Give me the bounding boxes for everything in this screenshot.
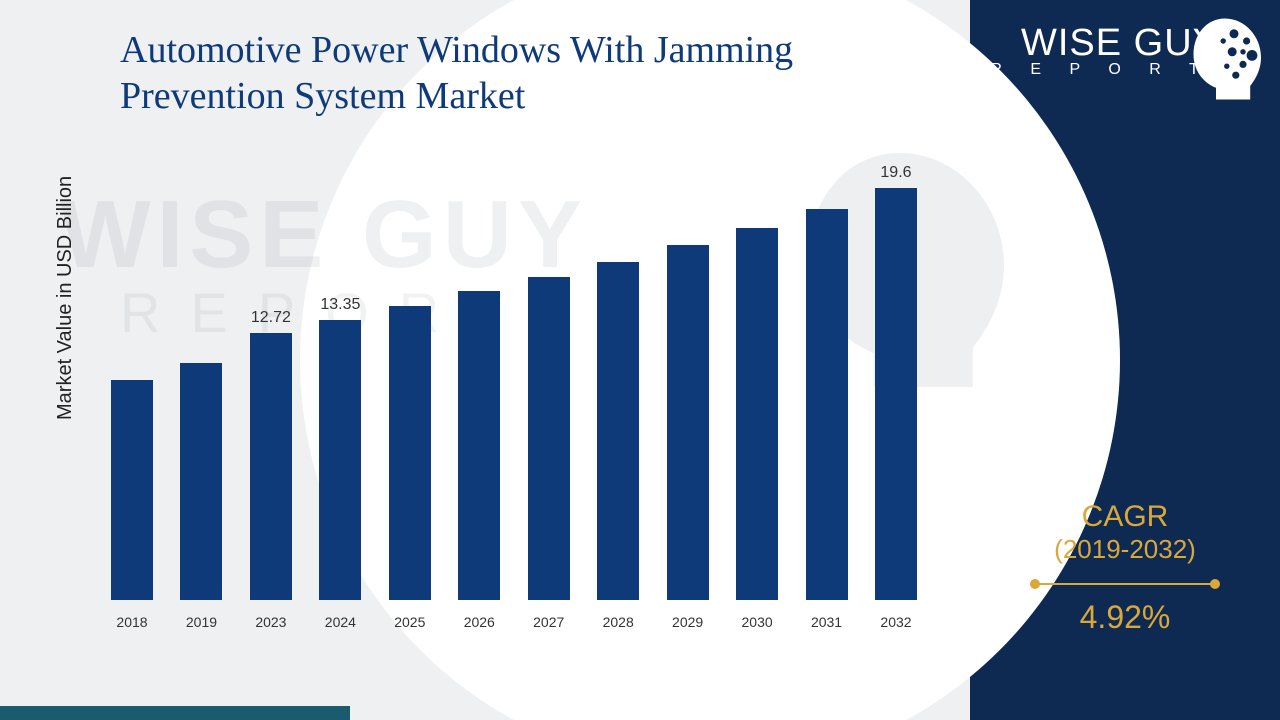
bar (319, 320, 361, 600)
infographic-root: WISE GUY REPORTS Automotive Power Window… (0, 0, 1280, 720)
bar-value-label: 12.72 (251, 309, 291, 329)
bar (180, 363, 222, 600)
x-axis-tick-label: 2018 (102, 614, 162, 630)
bar (250, 333, 292, 600)
x-axis-tick-label: 2028 (588, 614, 648, 630)
bar-wrap (797, 185, 857, 600)
bar-wrap: 19.6 (866, 164, 926, 600)
x-axis-tick-label: 2032 (866, 614, 926, 630)
bar (736, 228, 778, 600)
x-axis-tick-label: 2024 (310, 614, 370, 630)
bottom-accent-bar (0, 706, 350, 720)
bar (875, 188, 917, 600)
x-axis-tick-label: 2026 (449, 614, 509, 630)
bars-container: 12.7213.3519.6 (94, 180, 934, 600)
cagr-value: 4.92% (1000, 599, 1250, 636)
x-axis-tick-label: 2029 (658, 614, 718, 630)
x-axis-tick-label: 2031 (797, 614, 857, 630)
cagr-block: CAGR (2019-2032) 4.92% (1000, 500, 1250, 636)
bar (597, 262, 639, 600)
x-axis-tick-label: 2023 (241, 614, 301, 630)
x-axis-tick-label: 2027 (519, 614, 579, 630)
bar (667, 245, 709, 600)
bar-chart: 12.7213.3519.6 2018201920232024202520262… (94, 160, 934, 630)
bar (458, 291, 500, 600)
bar-wrap (102, 356, 162, 601)
chart-title: Automotive Power Windows With Jamming Pr… (120, 28, 840, 119)
bar-value-label: 13.35 (320, 296, 360, 316)
x-axis-tick-label: 2025 (380, 614, 440, 630)
y-axis-label: Market Value in USD Billion (54, 176, 77, 420)
cagr-range: (2019-2032) (1000, 534, 1250, 565)
brand-logo: WISE GUY R E P O R T S (980, 22, 1260, 79)
bar-wrap (727, 204, 787, 600)
x-axis-labels: 2018 2019 2023 2024 2025 2026 2027 2028 2029 2030… (94, 614, 934, 630)
bar-wrap: 13.35 (310, 296, 370, 600)
bar-wrap (519, 253, 579, 600)
x-axis-tick-label: 2030 (727, 614, 787, 630)
cagr-label: CAGR (1000, 500, 1250, 534)
bar-wrap (449, 267, 509, 600)
bar-wrap (380, 282, 440, 600)
bar-wrap: 12.72 (241, 309, 301, 600)
content-area: Automotive Power Windows With Jamming Pr… (30, 0, 970, 720)
bar-value-label: 19.6 (880, 164, 911, 184)
cagr-divider (1035, 583, 1215, 585)
x-axis-tick-label: 2019 (171, 614, 231, 630)
bar (528, 277, 570, 600)
bar (389, 306, 431, 600)
bar-wrap (658, 221, 718, 600)
bar-wrap (588, 238, 648, 600)
bar (806, 209, 848, 600)
bar-wrap (171, 339, 231, 600)
logo-head-icon (1180, 14, 1270, 104)
bar (111, 380, 153, 601)
